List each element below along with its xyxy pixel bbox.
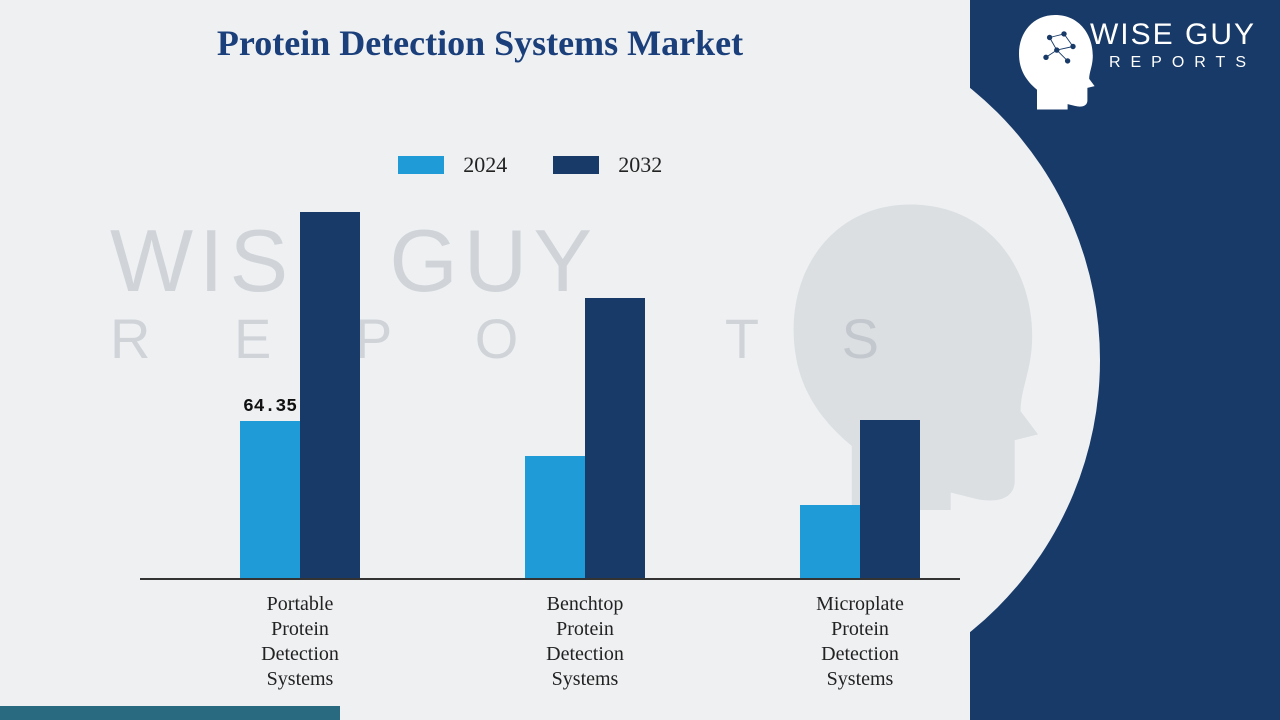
bar-2024-0 bbox=[240, 421, 300, 578]
brand-line-1: WISE GUY bbox=[1090, 18, 1256, 52]
x-label-portable: PortableProteinDetectionSystems bbox=[210, 592, 390, 692]
x-label-benchtop: BenchtopProteinDetectionSystems bbox=[495, 592, 675, 692]
bar-value-label: 64.35 bbox=[230, 397, 310, 417]
chart-title: Protein Detection Systems Market bbox=[0, 22, 960, 64]
bar-2032-2 bbox=[860, 420, 920, 578]
plot-area: 64.35 bbox=[140, 190, 960, 580]
bar-chart: Market Size in USD Billion 2024 2032 64.… bbox=[60, 150, 960, 700]
bar-2024-1 bbox=[525, 456, 585, 578]
legend-label-2024: 2024 bbox=[463, 152, 507, 177]
chart-legend: 2024 2032 bbox=[60, 150, 960, 178]
x-label-microplate: MicroplateProteinDetectionSystems bbox=[770, 592, 950, 692]
page: WISE GUY R E P O R T S Protein Detection… bbox=[0, 0, 1280, 720]
legend-label-2032: 2032 bbox=[618, 152, 662, 177]
legend-swatch-2032 bbox=[553, 156, 599, 174]
bar-2032-1 bbox=[585, 298, 645, 578]
bottom-accent-bar bbox=[0, 706, 340, 720]
brand-head-icon bbox=[1010, 10, 1100, 110]
bar-2024-2 bbox=[800, 505, 860, 578]
legend-swatch-2024 bbox=[398, 156, 444, 174]
bar-2032-0 bbox=[300, 212, 360, 578]
brand-logo: WISE GUY REPORTS bbox=[1090, 18, 1256, 72]
brand-line-2: REPORTS bbox=[1090, 54, 1256, 72]
